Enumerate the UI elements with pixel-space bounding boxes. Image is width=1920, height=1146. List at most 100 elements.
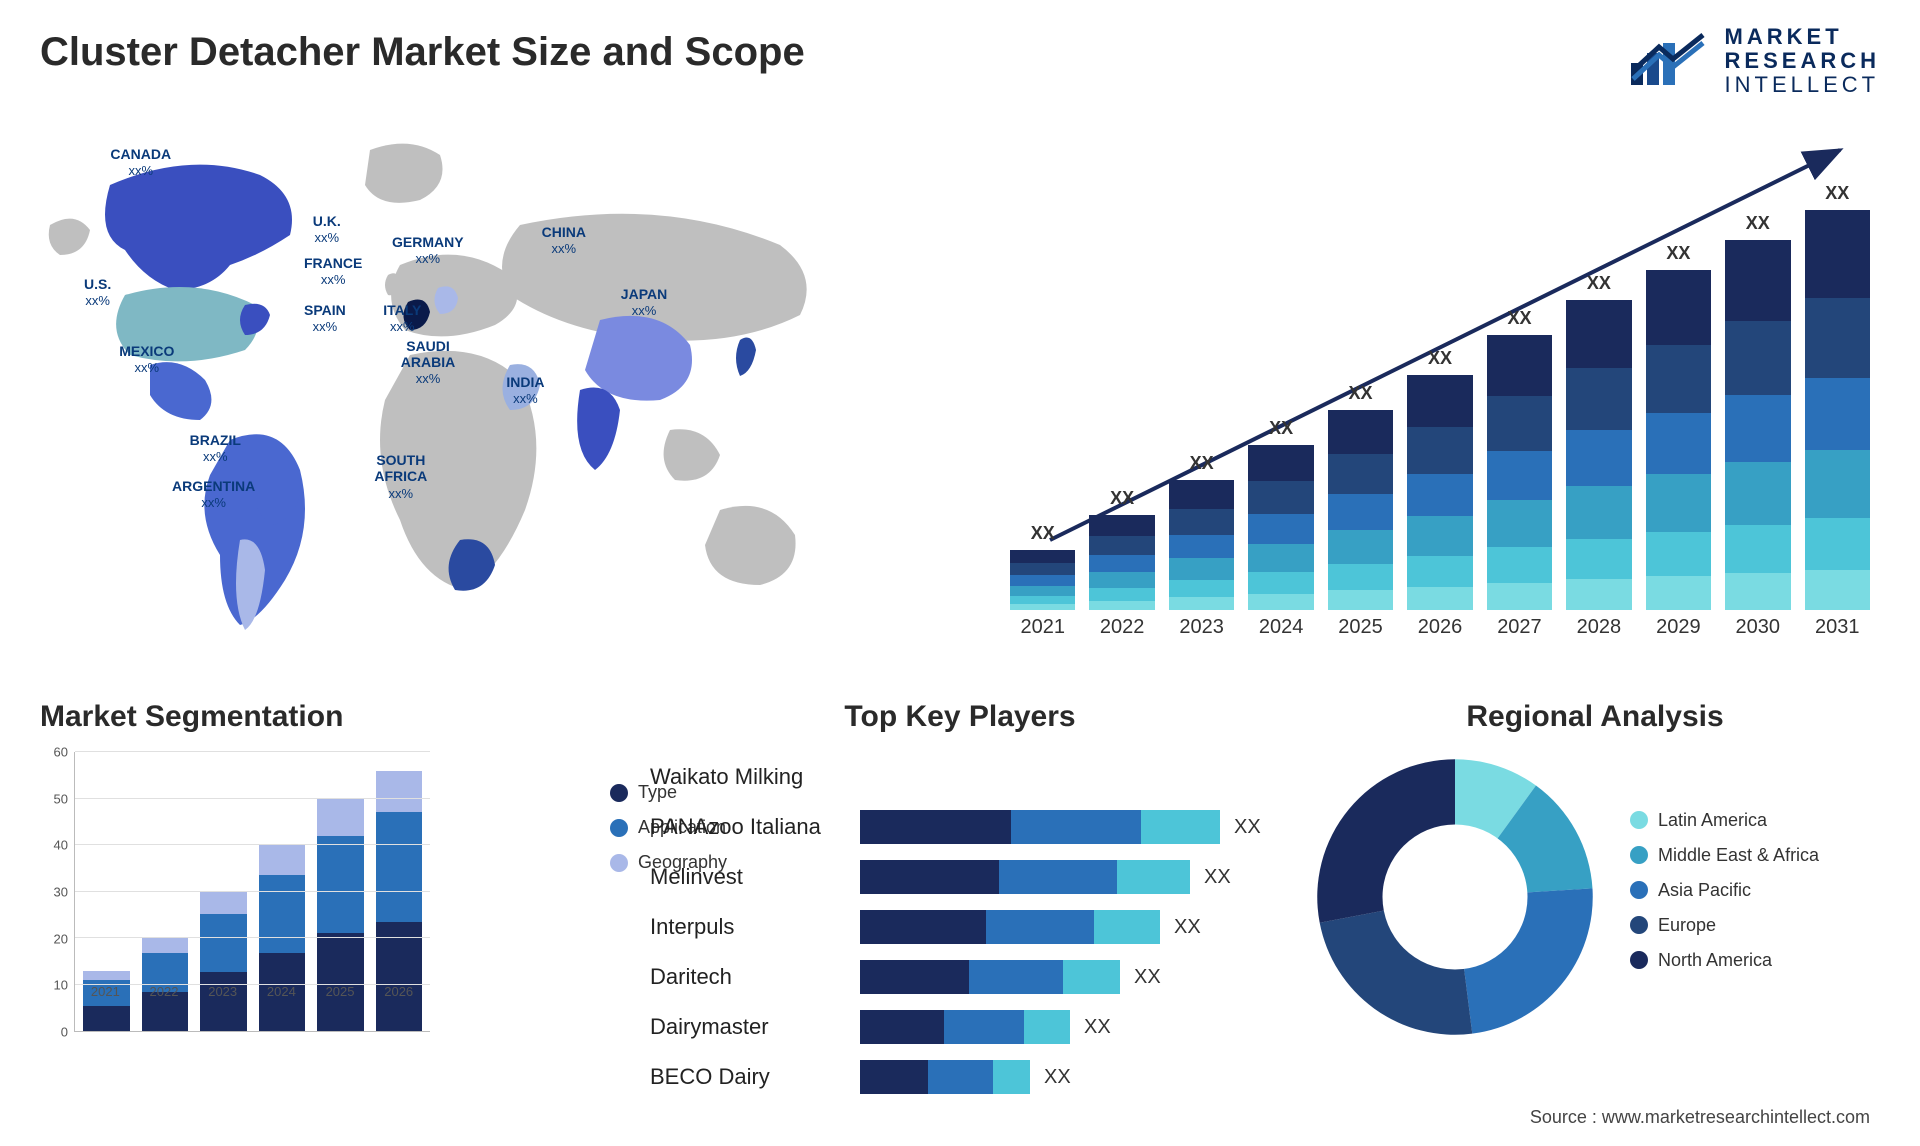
keyplayer-bar bbox=[860, 1010, 1070, 1044]
keyplayer-row: Daritech XX bbox=[650, 952, 1270, 1002]
keyplayer-label: Dairymaster bbox=[650, 1014, 860, 1040]
seg-ytick: 10 bbox=[54, 978, 68, 993]
keyplayer-row: Waikato Milking bbox=[650, 752, 1270, 802]
keyplayer-value: XX bbox=[1084, 1016, 1111, 1039]
keyplayer-label: Daritech bbox=[650, 964, 860, 990]
keyplayers-title: Top Key Players bbox=[650, 700, 1270, 734]
keyplayer-bar bbox=[860, 960, 1120, 994]
keyplayer-label: Interpuls bbox=[650, 914, 860, 940]
growth-value-label: XX bbox=[1746, 213, 1770, 234]
growth-bar-2031: XX bbox=[1805, 183, 1870, 610]
growth-bar-2027: XX bbox=[1487, 308, 1552, 610]
growth-bar-2024: XX bbox=[1248, 418, 1313, 610]
map-label-china: CHINAxx% bbox=[542, 224, 586, 257]
keyplayer-value: XX bbox=[1044, 1066, 1071, 1089]
regional-legend-item: Asia Pacific bbox=[1630, 880, 1880, 901]
seg-year-label: 2023 bbox=[199, 984, 246, 999]
regional-panel: Regional Analysis Latin AmericaMiddle Ea… bbox=[1310, 700, 1880, 1042]
growth-year-label: 2025 bbox=[1328, 616, 1393, 650]
logo: MARKET RESEARCH INTELLECT bbox=[1631, 25, 1880, 98]
keyplayer-bar bbox=[860, 1060, 1030, 1094]
growth-value-label: XX bbox=[1269, 418, 1293, 439]
growth-year-label: 2022 bbox=[1089, 616, 1154, 650]
growth-value-label: XX bbox=[1825, 183, 1849, 204]
growth-bar-2025: XX bbox=[1328, 383, 1393, 610]
keyplayer-value: XX bbox=[1204, 866, 1231, 889]
seg-ytick: 50 bbox=[54, 791, 68, 806]
growth-year-label: 2024 bbox=[1248, 616, 1313, 650]
keyplayer-row: Melinvest XX bbox=[650, 852, 1270, 902]
map-label-brazil: BRAZILxx% bbox=[190, 432, 241, 465]
growth-year-label: 2031 bbox=[1805, 616, 1870, 650]
map-label-japan: JAPANxx% bbox=[621, 286, 667, 319]
keyplayer-label: Waikato Milking bbox=[650, 764, 860, 790]
keyplayer-label: Melinvest bbox=[650, 864, 860, 890]
growth-value-label: XX bbox=[1031, 523, 1055, 544]
seg-year-label: 2025 bbox=[317, 984, 364, 999]
keyplayer-bar bbox=[860, 860, 1190, 894]
growth-value-label: XX bbox=[1190, 453, 1214, 474]
map-label-italy: ITALYxx% bbox=[383, 302, 421, 335]
logo-line1: MARKET bbox=[1725, 25, 1880, 49]
map-label-u-k-: U.K.xx% bbox=[313, 213, 341, 246]
map-label-spain: SPAINxx% bbox=[304, 302, 346, 335]
seg-ytick: 60 bbox=[54, 745, 68, 760]
world-map-svg bbox=[40, 130, 920, 650]
map-label-france: FRANCExx% bbox=[304, 255, 362, 288]
regional-donut bbox=[1310, 752, 1600, 1042]
map-label-saudi-arabia: SAUDIARABIAxx% bbox=[401, 338, 455, 387]
map-label-u-s-: U.S.xx% bbox=[84, 276, 111, 309]
keyplayer-value: XX bbox=[1134, 966, 1161, 989]
growth-bar-2026: XX bbox=[1407, 348, 1472, 610]
growth-bar-2022: XX bbox=[1089, 488, 1154, 610]
keyplayer-bar bbox=[860, 810, 1220, 844]
map-label-mexico: MEXICOxx% bbox=[119, 343, 174, 376]
growth-bar-2021: XX bbox=[1010, 523, 1075, 610]
keyplayer-row: PANAzoo Italiana XX bbox=[650, 802, 1270, 852]
growth-bar-2023: XX bbox=[1169, 453, 1234, 610]
logo-line2: RESEARCH bbox=[1725, 49, 1880, 73]
map-label-argentina: ARGENTINAxx% bbox=[172, 478, 255, 511]
growth-value-label: XX bbox=[1507, 308, 1531, 329]
seg-year-label: 2024 bbox=[258, 984, 305, 999]
growth-bar-2028: XX bbox=[1566, 273, 1631, 610]
map-label-south-africa: SOUTHAFRICAxx% bbox=[374, 452, 427, 501]
growth-year-label: 2029 bbox=[1646, 616, 1711, 650]
map-label-canada: CANADAxx% bbox=[110, 146, 171, 179]
seg-ytick: 40 bbox=[54, 838, 68, 853]
growth-value-label: XX bbox=[1428, 348, 1452, 369]
growth-bar-2030: XX bbox=[1725, 213, 1790, 610]
keyplayer-row: Dairymaster XX bbox=[650, 1002, 1270, 1052]
keyplayers-panel: Top Key Players Waikato Milking PANAzoo I… bbox=[650, 700, 1270, 1102]
keyplayer-label: PANAzoo Italiana bbox=[650, 814, 860, 840]
growth-value-label: XX bbox=[1587, 273, 1611, 294]
logo-line3: INTELLECT bbox=[1725, 73, 1880, 97]
growth-value-label: XX bbox=[1349, 383, 1373, 404]
regional-legend-item: North America bbox=[1630, 950, 1880, 971]
map-label-india: INDIAxx% bbox=[506, 374, 544, 407]
keyplayer-bar bbox=[860, 910, 1160, 944]
growth-chart: XXXXXXXXXXXXXXXXXXXXXX 20212022202320242… bbox=[1010, 130, 1870, 650]
seg-bar-2024 bbox=[259, 845, 306, 1031]
seg-year-label: 2022 bbox=[141, 984, 188, 999]
growth-year-label: 2027 bbox=[1487, 616, 1552, 650]
source-text: Source : www.marketresearchintellect.com bbox=[1530, 1107, 1870, 1128]
segmentation-chart: 0102030405060 TypeApplicationGeography bbox=[40, 752, 600, 1072]
growth-year-label: 2026 bbox=[1407, 616, 1472, 650]
growth-year-label: 2021 bbox=[1010, 616, 1075, 650]
world-map: CANADAxx% U.S.xx% MEXICOxx% BRAZILxx% ARGENT… bbox=[40, 130, 920, 650]
segmentation-panel: Market Segmentation 0102030405060 TypeAp… bbox=[40, 700, 600, 1072]
keyplayer-value: XX bbox=[1234, 816, 1261, 839]
regional-legend-item: Middle East & Africa bbox=[1630, 845, 1880, 866]
seg-ytick: 30 bbox=[54, 885, 68, 900]
seg-bar-2023 bbox=[200, 892, 247, 1032]
seg-ytick: 0 bbox=[61, 1025, 68, 1040]
keyplayer-value: XX bbox=[1174, 916, 1201, 939]
regional-legend-item: Europe bbox=[1630, 915, 1880, 936]
seg-year-label: 2026 bbox=[375, 984, 422, 999]
page-title: Cluster Detacher Market Size and Scope bbox=[40, 30, 805, 75]
growth-value-label: XX bbox=[1110, 488, 1134, 509]
map-label-germany: GERMANYxx% bbox=[392, 234, 464, 267]
segmentation-title: Market Segmentation bbox=[40, 700, 600, 734]
seg-bar-2021 bbox=[83, 971, 130, 1031]
